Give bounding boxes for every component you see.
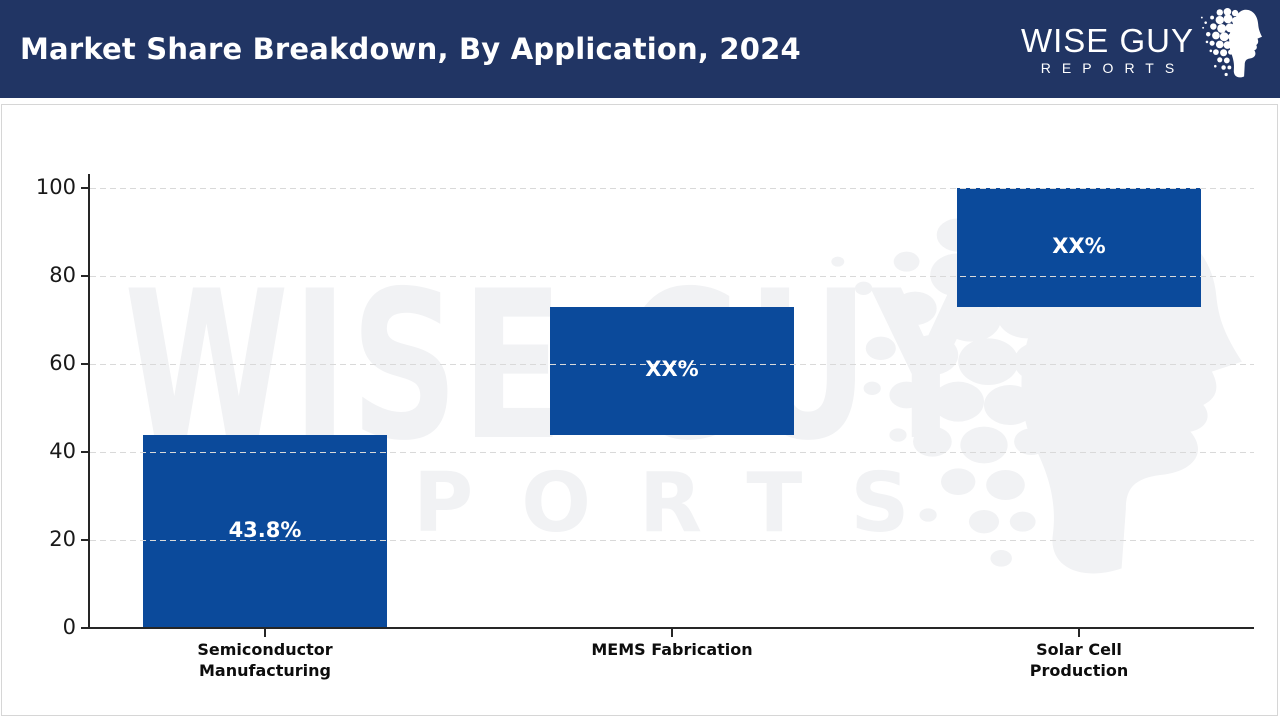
y-axis-line — [88, 174, 90, 629]
logo-subtitle: REPORTS — [1040, 59, 1186, 76]
header-bar: Market Share Breakdown, By Application, … — [0, 0, 1280, 98]
bar-value-label-1: XX% — [645, 357, 699, 381]
gridline-100 — [90, 188, 1254, 189]
y-tick-label-0: 0 — [62, 615, 76, 639]
x-axis-line — [88, 627, 1254, 629]
y-tick-label-40: 40 — [49, 439, 76, 463]
y-tick-20 — [81, 539, 89, 541]
x-tick-2 — [1078, 629, 1080, 637]
logo-text: WISE GUY REPORTS — [1021, 24, 1194, 75]
y-tick-100 — [81, 187, 89, 189]
y-tick-0 — [81, 627, 89, 629]
category-label-0: Semiconductor Manufacturing — [197, 640, 333, 680]
y-tick-label-60: 60 — [49, 351, 76, 375]
bar-1 — [550, 307, 794, 435]
bar-0 — [143, 435, 387, 628]
x-tick-0 — [264, 629, 266, 637]
bar-2 — [957, 188, 1201, 307]
y-tick-40 — [81, 451, 89, 453]
wise-guy-head-icon — [1198, 7, 1262, 91]
gridline-40 — [90, 452, 1254, 453]
y-tick-80 — [81, 275, 89, 277]
gridline-60 — [90, 364, 1254, 365]
plot-area: 0 20 40 60 80 100 43.8% XX% XX% Semiconductor Man… — [2, 105, 1277, 715]
page-title: Market Share Breakdown, By Application, … — [20, 32, 801, 66]
y-tick-label-20: 20 — [49, 527, 76, 551]
y-tick-label-80: 80 — [49, 263, 76, 287]
logo-wordmark: WISE GUY — [1020, 21, 1194, 59]
gridline-20 — [90, 540, 1254, 541]
category-label-2: Solar Cell Production — [1029, 640, 1129, 680]
logo-dots — [1200, 7, 1240, 77]
bar-value-label-2: XX% — [1052, 234, 1106, 258]
chart-card: WISE GUY REPORTS 0 20 40 60 80 100 43.8% XX% XX%… — [1, 104, 1278, 716]
wise-guy-logo: WISE GUY REPORTS — [1021, 7, 1262, 91]
bar-value-label-0: 43.8% — [228, 518, 302, 542]
gridline-80 — [90, 276, 1254, 277]
y-tick-60 — [81, 363, 89, 365]
category-label-1: MEMS Fabrication — [591, 640, 753, 659]
y-tick-label-100: 100 — [35, 175, 76, 199]
x-tick-1 — [671, 629, 673, 637]
